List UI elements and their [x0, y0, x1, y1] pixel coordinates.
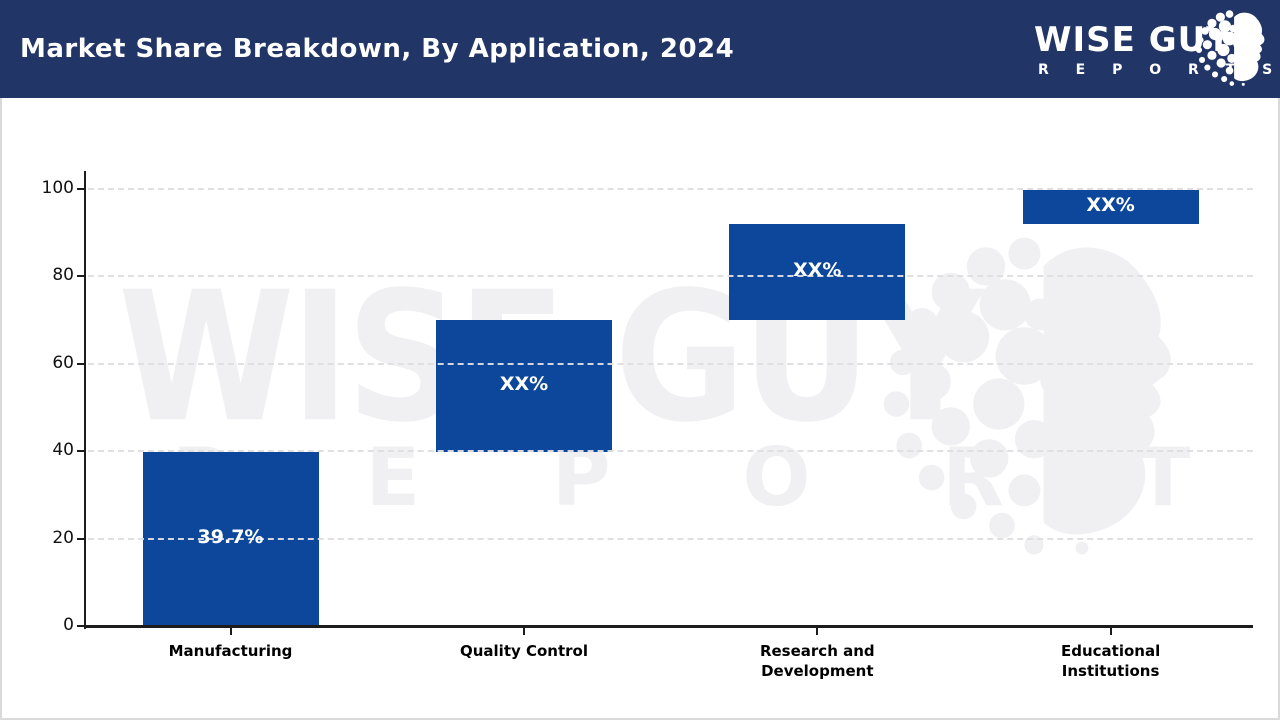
x-tick-mark — [229, 628, 232, 635]
y-tick-mark — [77, 625, 84, 627]
bar-value-label: 39.7% — [197, 526, 264, 549]
bar-research-and-development — [729, 224, 906, 320]
wiseguy-face-icon — [1186, 8, 1270, 92]
grid-line — [88, 275, 1253, 277]
y-tick-label: 20 — [52, 527, 74, 548]
bar-value-label: XX% — [793, 259, 842, 282]
watermark-face-icon — [858, 228, 1178, 580]
right-edge-line — [1278, 98, 1280, 720]
bar-value-label: XX% — [499, 373, 549, 396]
y-tick-mark — [77, 450, 84, 452]
page-title: Market Share Breakdown, By Application, … — [20, 34, 735, 64]
grid-line — [88, 537, 1253, 540]
bottom-edge-line — [0, 718, 1280, 720]
y-tick-mark — [77, 362, 84, 365]
left-edge-line — [0, 98, 2, 720]
bar-value-label: XX% — [1086, 194, 1135, 217]
header: Market Share Breakdown, By Application, … — [0, 0, 1280, 98]
y-tick-mark — [77, 275, 84, 277]
bar-quality-control — [436, 319, 612, 453]
x-category-label: Educational Institutions — [1060, 642, 1161, 681]
y-tick-label: 60 — [52, 352, 74, 373]
x-tick-mark — [1109, 628, 1112, 635]
grid-line — [88, 450, 1253, 452]
y-tick-mark — [77, 187, 84, 190]
y-tick-label: 40 — [52, 440, 74, 460]
x-tick-mark — [523, 628, 525, 635]
x-tick-mark — [816, 628, 819, 635]
wiseguy-logo: WISE GUY R E P O R T S — [1006, 6, 1272, 94]
bar-educational-institutions — [1022, 189, 1199, 225]
y-tick-label: 80 — [52, 265, 74, 285]
x-axis — [84, 625, 1253, 628]
y-tick-label: 0 — [63, 615, 74, 635]
y-tick-label: 100 — [41, 177, 74, 198]
y-tick-mark — [77, 537, 84, 540]
x-category-label: Quality Control — [459, 642, 588, 660]
grid-line — [88, 362, 1253, 365]
grid-line — [88, 187, 1253, 190]
x-category-label: Research and Development — [759, 642, 875, 681]
y-axis — [84, 171, 86, 629]
x-category-label: Manufacturing — [168, 642, 293, 660]
